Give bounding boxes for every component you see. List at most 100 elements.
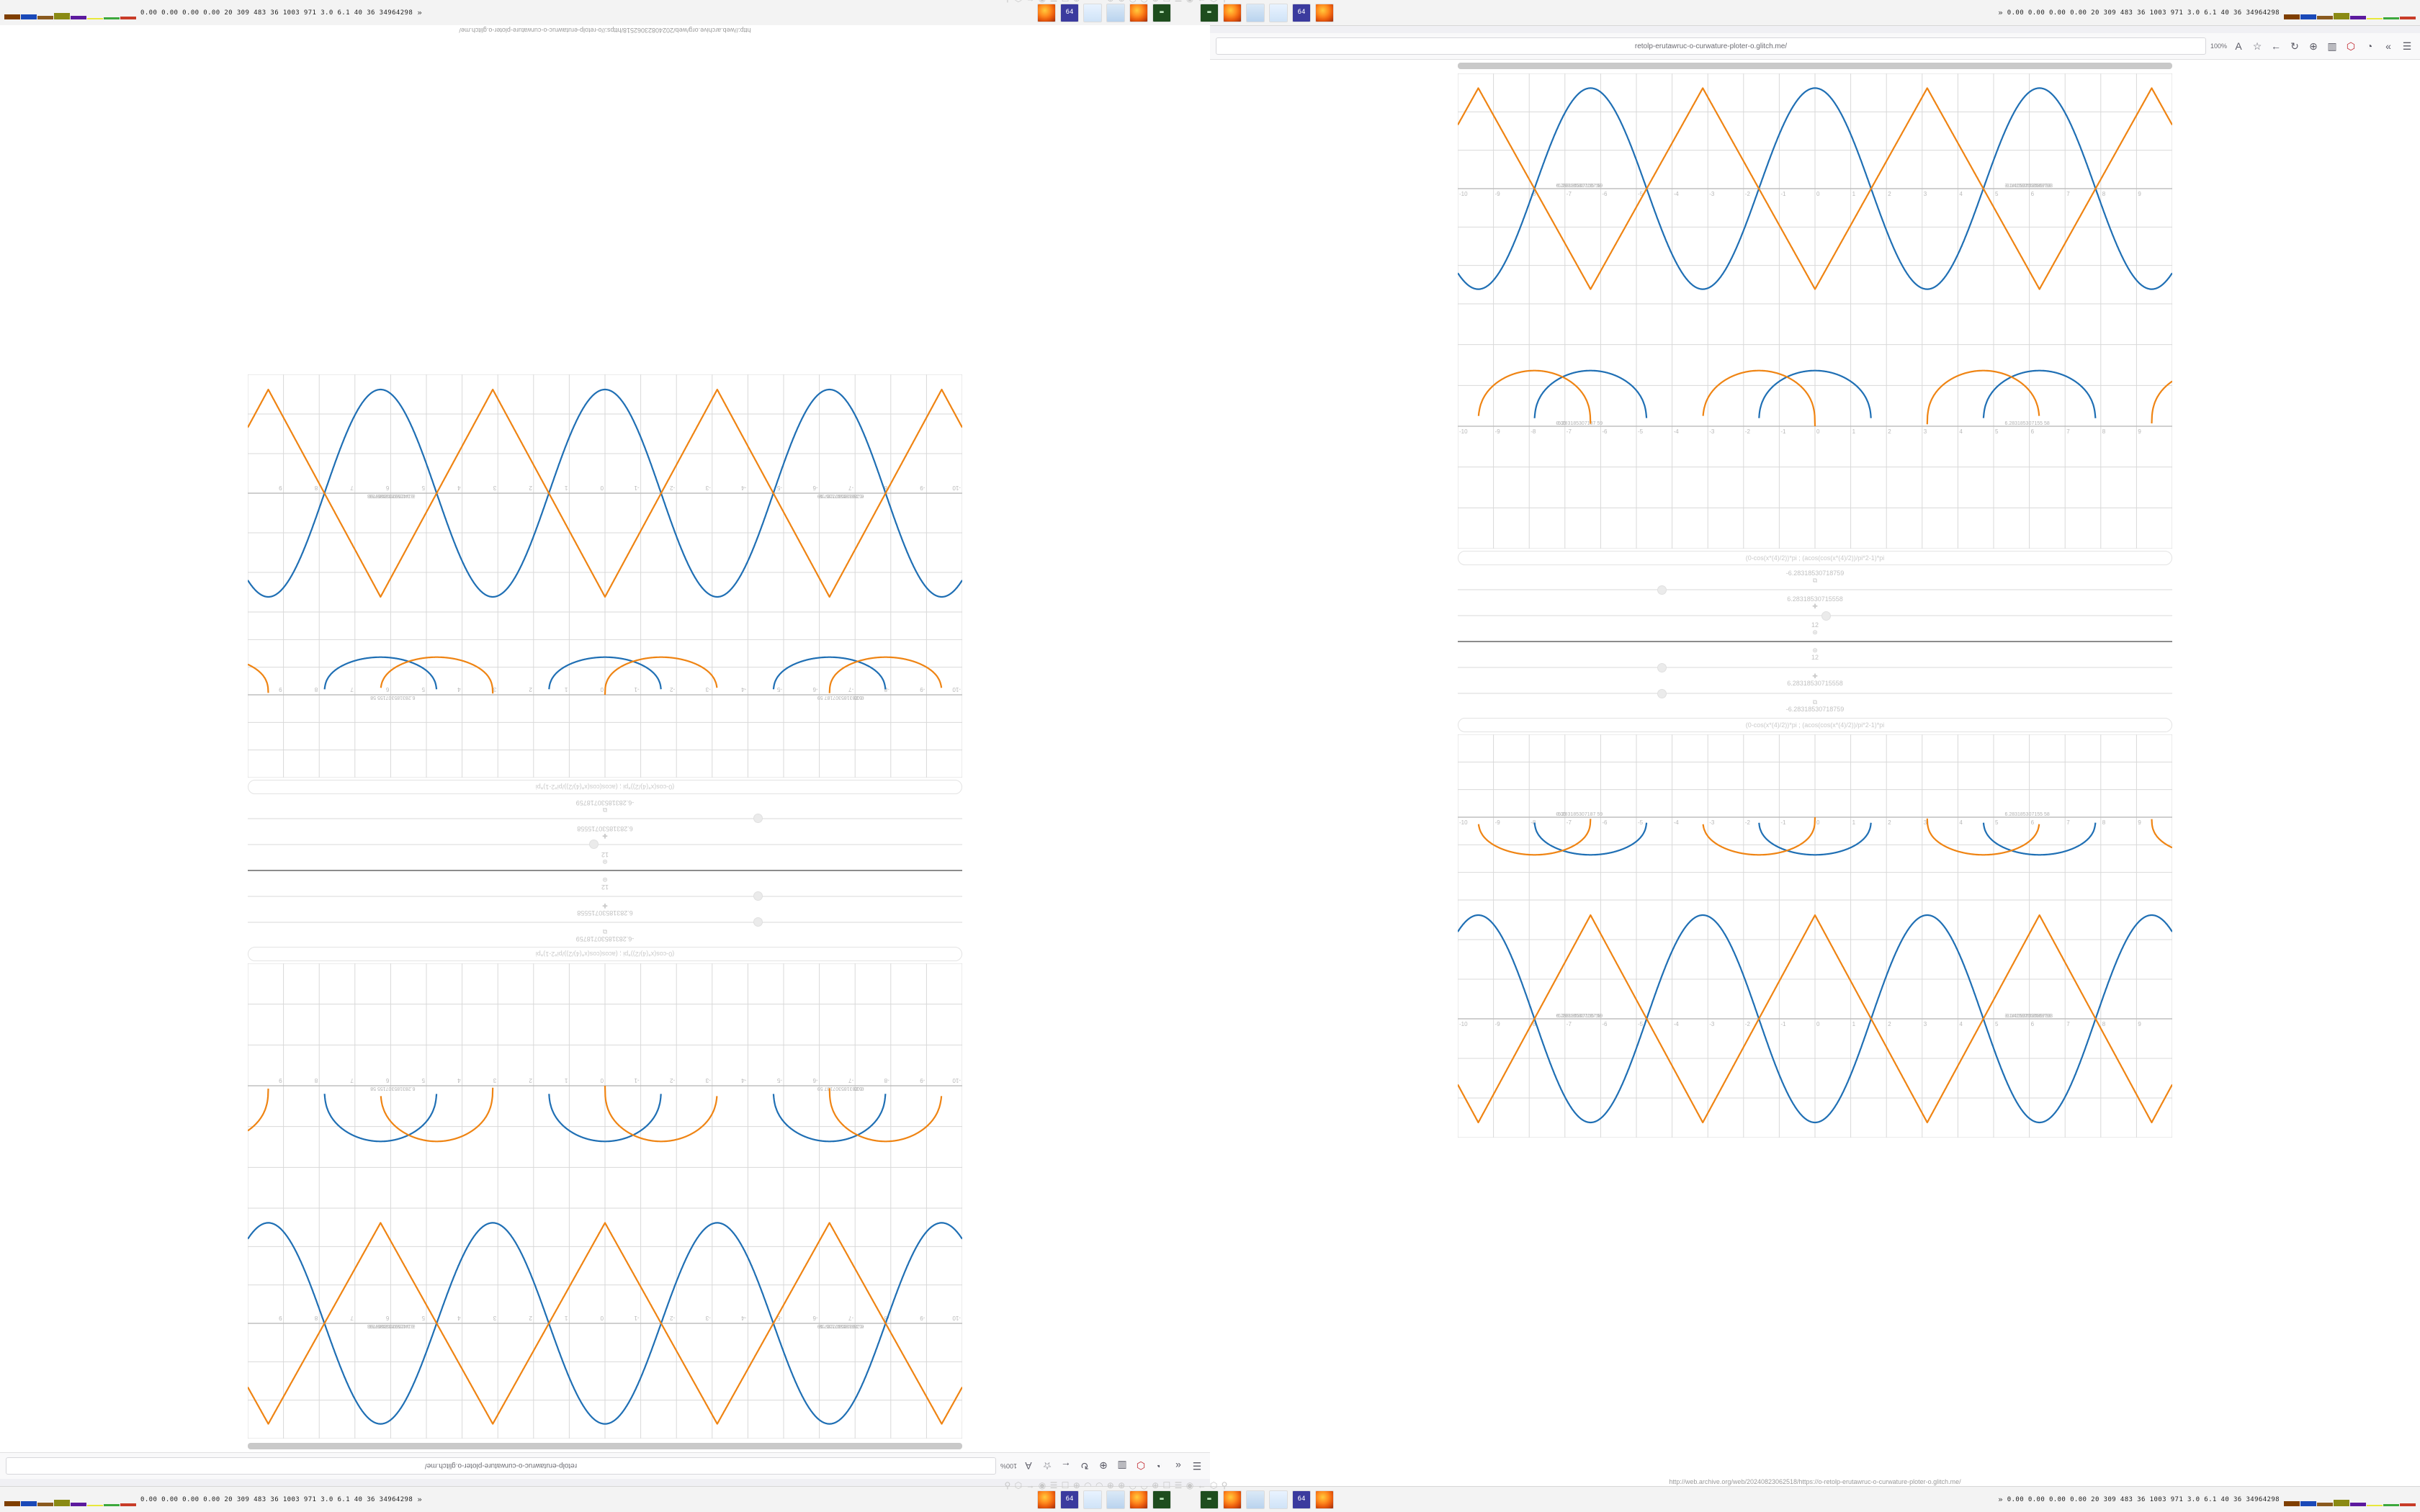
chevrons-icon-right[interactable]: « [2385, 40, 2391, 52]
back-icon[interactable]: ← [1061, 1460, 1071, 1472]
plot-1-wave[interactable]: -10-9-8-7-6-5-4-3-2-1012345678910-6.2831… [248, 1208, 962, 1439]
taskbar-item-notepad-9[interactable] [1269, 1490, 1288, 1509]
slider-3[interactable] [248, 814, 962, 824]
controls-upper-right[interactable]: (0-cos(x*(4)/2))*pi ; (acos(cos(x*(4)/2)… [1458, 551, 2172, 638]
taskbar-top[interactable]: ⚲ ⬡ → ◉ ☰ ☐ ⊕ ◠ ◠ ⊕ ⊕ ◡ ◡ ⊕ ☐ ☰ ◉ ← ⬡ ⚲6… [1005, 0, 1334, 22]
plot-2-lobes-r[interactable]: -10-9-8-7-6-5-4-3-2-1012345678910-6.2831… [1458, 304, 2172, 549]
taskbar-item-firefox-11[interactable] [1315, 1490, 1334, 1509]
slider-track[interactable] [1458, 589, 2172, 590]
controls-upper-left[interactable]: (0-cos(x*(4)/2))*pi ; (acos(cos(x*(4)/2)… [248, 874, 962, 961]
trash-icon-right[interactable]: ▥ [2327, 40, 2337, 52]
formula-input-bottom-r[interactable]: (0-cos(x*(4)/2))*pi ; (acos(cos(x*(4)/2)… [1458, 718, 2172, 732]
trash-icon[interactable]: ▥ [1117, 1460, 1127, 1472]
bookmark-icon[interactable]: ☆ [1042, 1460, 1052, 1472]
taskbar-item-floppy-64-1[interactable]: 64 [1060, 3, 1079, 22]
slider-1[interactable] [248, 891, 962, 901]
slider-0r[interactable] [1458, 585, 2172, 595]
scroll-indicator[interactable] [248, 1443, 962, 1449]
plot-4-wave-inverted-r[interactable]: -10-9-8-7-6-5-4-3-2-1012345678910-6.2831… [1458, 900, 2172, 1138]
slider-track[interactable] [1458, 667, 2172, 668]
taskbar-item-floppy-64-1[interactable]: 64 [1060, 1490, 1079, 1509]
plot-2-lobes[interactable]: -10-9-8-7-6-5-4-3-2-1012345678910-6.2831… [248, 963, 962, 1208]
slider-knob[interactable] [753, 917, 763, 927]
plot-2-lobes[interactable]: -10-9-8-7-6-5-4-3-2-1012345678910-6.2831… [1458, 304, 2172, 549]
taskbar-item-terminal-5[interactable]: ▬ [1152, 3, 1171, 22]
slider-track[interactable] [1458, 615, 2172, 616]
reload-icon-right[interactable]: ↻ [2290, 40, 2299, 52]
plot-1-wave-r[interactable]: -10-9-8-7-6-5-4-3-2-1012345678910-6.2831… [1458, 73, 2172, 304]
taskbar-item-terminal-6[interactable]: ▬ [1200, 3, 1219, 22]
account-icon[interactable]: ◔ [1156, 1460, 1163, 1472]
plot-1-wave[interactable]: -10-9-8-7-6-5-4-3-2-1012345678910-6.2831… [248, 1208, 962, 1439]
taskbar-item-firefox-0[interactable] [1037, 1490, 1056, 1509]
taskbar-item-calculator-3[interactable] [1106, 3, 1125, 22]
slider-knob[interactable] [589, 840, 599, 850]
plot-2-lobes[interactable]: -10-9-8-7-6-5-4-3-2-1012345678910-6.2831… [248, 963, 962, 1208]
slider-knob[interactable] [1657, 585, 1667, 595]
tab-strip-right[interactable] [1210, 26, 2420, 33]
page-content-left[interactable]: -10-9-8-7-6-5-4-3-2-1012345678910-6.2831… [0, 25, 1210, 1452]
slider-2r[interactable] [1458, 662, 2172, 672]
taskbar-item-terminal-6[interactable]: ▬ [1200, 1490, 1219, 1509]
scroll-indicator-right[interactable] [1458, 63, 2172, 69]
plot-4-wave-inverted[interactable]: -10-9-8-7-6-5-4-3-2-1012345678910-6.2831… [248, 374, 962, 612]
slider-knob[interactable] [753, 814, 763, 824]
taskbar-item-calculator-8[interactable] [1246, 3, 1265, 22]
taskbar-item-terminal-5[interactable]: ▬ [1152, 1490, 1171, 1509]
menu-icon-right[interactable]: ☰ [2402, 40, 2412, 52]
taskbar-item-notepad-2[interactable] [1083, 3, 1102, 22]
taskbar-item-floppy-64-10[interactable]: 64 [1292, 3, 1311, 22]
back-icon-right[interactable]: ← [2271, 40, 2281, 52]
plot-4-wave-inverted[interactable]: -10-9-8-7-6-5-4-3-2-1012345678910-6.2831… [248, 374, 962, 612]
menu-icon[interactable]: ☰ [1192, 1460, 1202, 1472]
taskbar-item-firefox-0[interactable] [1037, 3, 1056, 22]
globe-icon-right[interactable]: ⊕ [2309, 40, 2318, 52]
formula-input-top-r[interactable]: (0-cos(x*(4)/2))*pi ; (acos(cos(x*(4)/2)… [1458, 551, 2172, 565]
slider-knob[interactable] [1657, 662, 1667, 672]
slider-track[interactable] [248, 844, 962, 845]
plot-4-wave-inverted[interactable]: -10-9-8-7-6-5-4-3-2-1012345678910-6.2831… [1458, 900, 2172, 1138]
plot-3-lobes-inverted-r[interactable]: -10-9-8-7-6-5-4-3-2-1012345678910-6.2831… [1458, 734, 2172, 900]
shield-icon[interactable]: ⬡ [1136, 1460, 1146, 1472]
globe-icon[interactable]: ⊕ [1099, 1460, 1108, 1472]
translate-icon[interactable]: A [1025, 1460, 1032, 1472]
taskbar-item-calculator-3[interactable] [1106, 1490, 1125, 1509]
plot-3-lobes-inverted[interactable]: -10-9-8-7-6-5-4-3-2-1012345678910-6.2831… [248, 612, 962, 778]
url-bar-right[interactable]: retolp-erutawruc-o-curwature-ploter-o.gl… [1216, 37, 2206, 55]
chevrons-icon[interactable]: « [1175, 1460, 1181, 1472]
taskbar-bottom[interactable]: ⚲ ⬡ → ◉ ☰ ☐ ⊕ ◠ ◠ ⊕ ⊕ ◡ ◡ ⊕ ☐ ☰ ◉ ← ⬡ ⚲ 6… [1005, 1480, 1334, 1509]
browser-window-left[interactable]: ☰ « ◔ ⬡ ▥ ⊕ ↻ ← ☆ A 100% retolp-erutawru… [0, 25, 1210, 1486]
navigation-bar-right[interactable]: retolp-erutawruc-o-curwature-ploter-o.gl… [1210, 33, 2420, 59]
taskbar-item-firefox-11[interactable] [1315, 3, 1334, 22]
slider-knob[interactable] [1821, 611, 1831, 621]
reload-icon[interactable]: ↻ [1080, 1460, 1089, 1472]
account-icon-right[interactable]: ◔ [2366, 40, 2373, 52]
taskbar-item-firefox-4[interactable] [1129, 3, 1148, 22]
slider-1r[interactable] [1458, 611, 2172, 621]
navigation-bar-left[interactable]: ☰ « ◔ ⬡ ▥ ⊕ ↻ ← ☆ A 100% retolp-erutawru… [0, 1453, 1210, 1479]
formula-input-bottom[interactable]: (0-cos(x*(4)/2))*pi ; (acos(cos(x*(4)/2)… [248, 780, 962, 794]
slider-track[interactable] [1458, 693, 2172, 694]
browser-window-right[interactable]: retolp-erutawruc-o-curwature-ploter-o.gl… [1210, 26, 2420, 1487]
slider-2[interactable] [248, 840, 962, 850]
slider-knob[interactable] [1657, 688, 1667, 698]
slider-3r[interactable] [1458, 688, 2172, 698]
controls-lower-right[interactable]: ⊛ 12 ✚ 6.28318530715558 ⧉ -6.28318530718… [1458, 645, 2172, 732]
slider-0[interactable] [248, 917, 962, 927]
taskbar-item-firefox-7[interactable] [1223, 3, 1242, 22]
plot-3-lobes-inverted[interactable]: -10-9-8-7-6-5-4-3-2-1012345678910-6.2831… [248, 612, 962, 778]
taskbar-item-floppy-64-10[interactable]: 64 [1292, 1490, 1311, 1509]
translate-icon-right[interactable]: A [2235, 40, 2242, 52]
slider-track[interactable] [248, 896, 962, 897]
formula-input-top[interactable]: (0-cos(x*(4)/2))*pi ; (acos(cos(x*(4)/2)… [248, 947, 962, 961]
plot-3-lobes-inverted[interactable]: -10-9-8-7-6-5-4-3-2-1012345678910-6.2831… [1458, 734, 2172, 900]
taskbar-item-firefox-7[interactable] [1223, 1490, 1242, 1509]
shield-icon-right[interactable]: ⬡ [2346, 40, 2356, 52]
taskbar-item-firefox-4[interactable] [1129, 1490, 1148, 1509]
slider-track[interactable] [248, 922, 962, 923]
plot-1-wave[interactable]: -10-9-8-7-6-5-4-3-2-1012345678910-6.2831… [1458, 73, 2172, 304]
taskbar-item-calculator-8[interactable] [1246, 1490, 1265, 1509]
slider-knob[interactable] [753, 891, 763, 901]
page-content-right[interactable]: -10-9-8-7-6-5-4-3-2-1012345678910-6.2831… [1210, 60, 2420, 1487]
bookmark-icon-right[interactable]: ☆ [2252, 40, 2262, 52]
